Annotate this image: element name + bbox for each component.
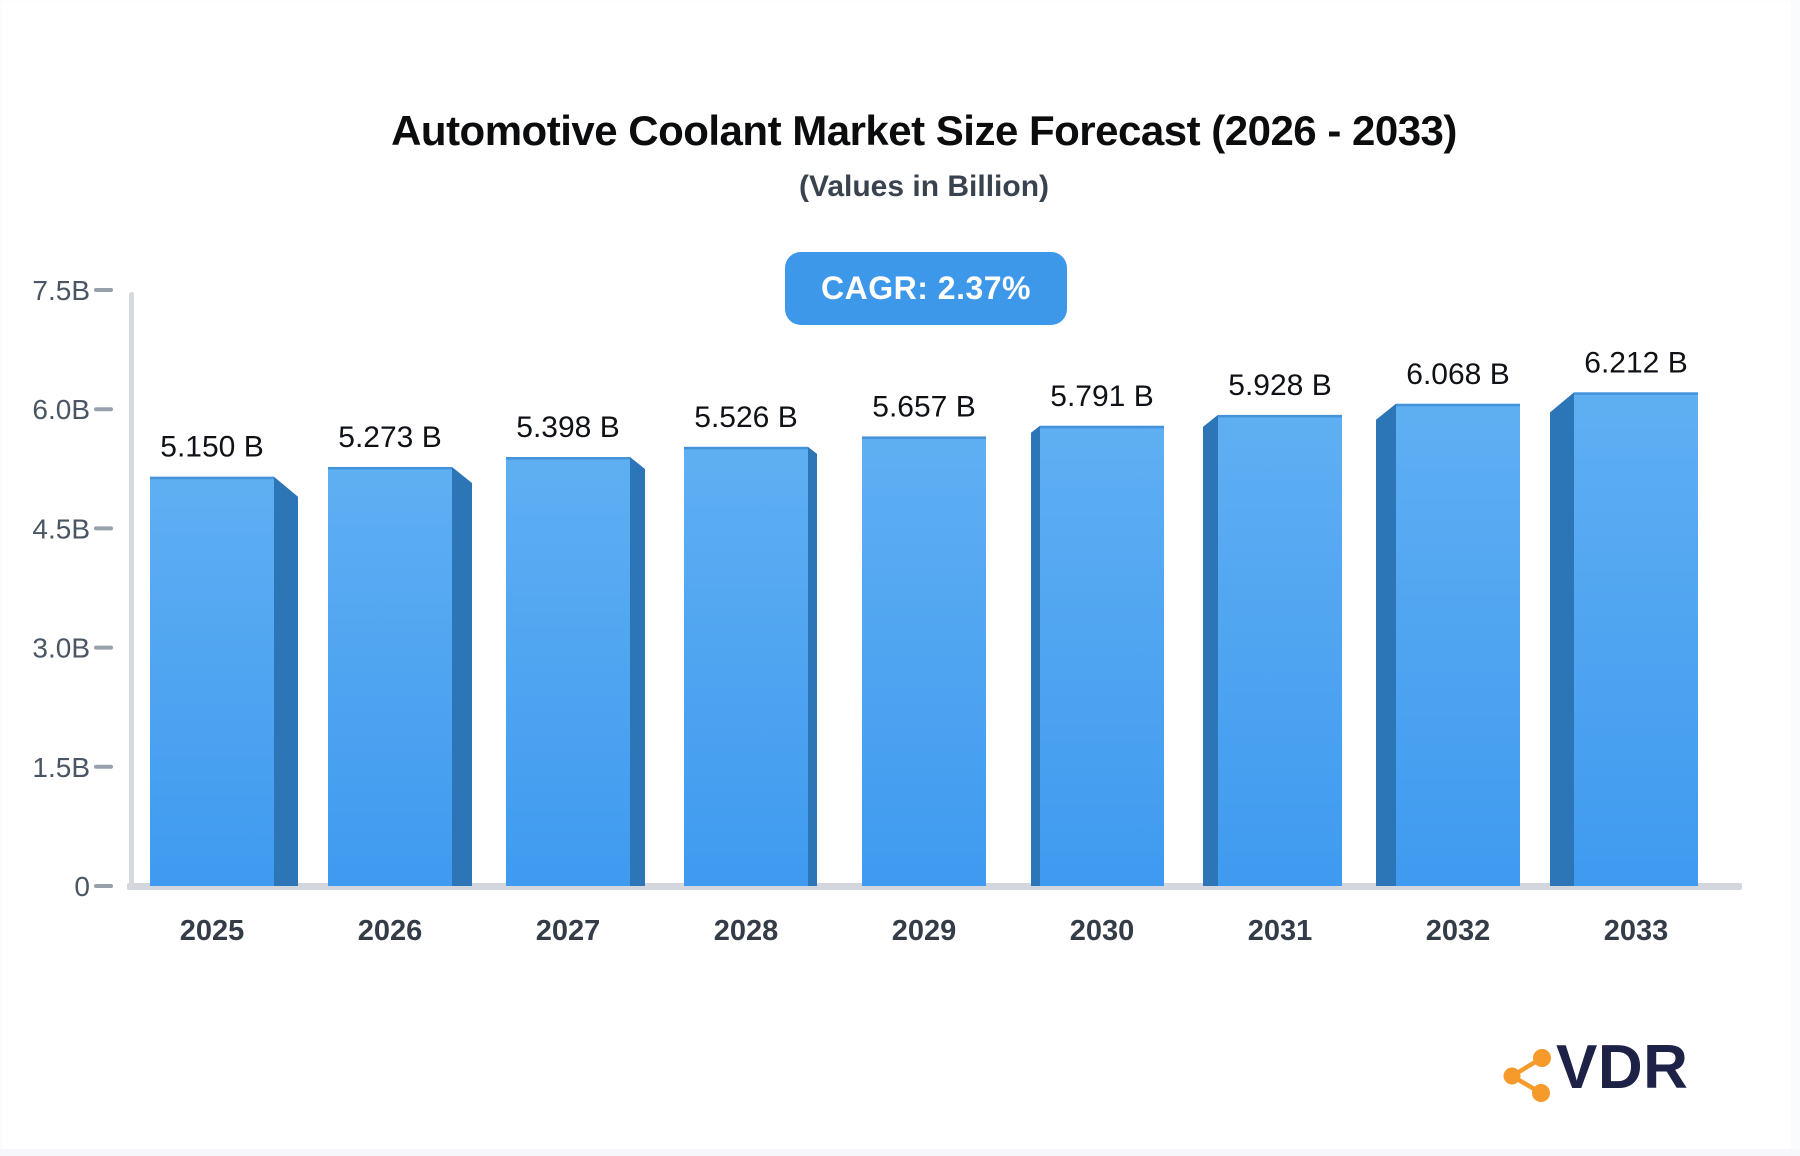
bar-side-face	[1031, 425, 1040, 886]
bar-top-edge	[1040, 425, 1164, 429]
bar-value-label: 5.791 B	[1050, 380, 1153, 413]
bar-top-edge	[328, 466, 452, 470]
bar-front-face	[328, 466, 452, 886]
x-tick-label: 2031	[1248, 915, 1313, 947]
bar: 5.398 B 2027	[506, 411, 645, 947]
y-tick-label: 4.5B	[32, 513, 90, 544]
cagr-badge: CAGR: 2.37%	[785, 252, 1067, 325]
y-tick-dash	[94, 645, 113, 650]
y-tick-label: 7.5B	[32, 275, 90, 306]
y-tick-label: 6.0B	[32, 394, 90, 425]
bar-side-face	[274, 476, 298, 886]
bar: 5.150 B 2025	[150, 431, 298, 947]
bar: 5.657 B 2029	[862, 390, 986, 947]
bar-value-label: 5.398 B	[516, 411, 619, 444]
bar-value-label: 6.068 B	[1406, 358, 1509, 391]
bar-top-edge	[150, 476, 274, 480]
bar-side-face	[1376, 403, 1396, 886]
cagr-badge-label: CAGR: 2.37%	[821, 270, 1031, 306]
y-tick-label: 3.0B	[32, 633, 90, 664]
y-tick-dash	[94, 526, 113, 531]
x-tick-label: 2029	[892, 915, 957, 947]
x-tick-label: 2026	[358, 915, 423, 947]
share-network-icon	[1503, 1049, 1551, 1102]
bar: 6.212 B 2033	[1550, 346, 1698, 947]
x-tick-label: 2027	[536, 915, 601, 947]
bar: 5.928 B 2031	[1203, 369, 1342, 947]
bar-top-edge	[506, 457, 630, 460]
bar-front-face	[1574, 392, 1698, 886]
chart-title: Automotive Coolant Market Size Forecast …	[391, 107, 1457, 154]
bar-value-label: 6.212 B	[1584, 346, 1687, 379]
bar: 5.273 B 2026	[328, 421, 472, 947]
page-edge-right	[1791, 0, 1800, 1156]
bar-side-face	[630, 457, 645, 886]
bar-front-face	[862, 436, 986, 886]
bar-top-edge	[1574, 392, 1698, 395]
bar-front-face	[1396, 403, 1520, 886]
y-tick-dash	[94, 288, 113, 292]
page-edge-bottom	[0, 1149, 1800, 1156]
x-tick-label: 2030	[1070, 915, 1135, 947]
bar-top-edge	[862, 436, 986, 439]
x-tick-label: 2025	[180, 915, 245, 947]
bar-value-label: 5.526 B	[694, 401, 797, 434]
bar-front-face	[684, 446, 808, 886]
bar-front-face	[150, 476, 274, 886]
x-tick-label: 2028	[714, 915, 779, 947]
y-tick-label: 0	[74, 871, 90, 902]
bar-side-face	[452, 466, 472, 886]
chart-subtitle: (Values in Billion)	[798, 170, 1050, 203]
bar-front-face	[506, 457, 630, 886]
y-tick-label: 1.5B	[32, 752, 90, 783]
bar-value-label: 5.150 B	[160, 431, 263, 464]
bar-top-edge	[1396, 403, 1520, 407]
y-tick-dash	[94, 764, 113, 769]
x-tick-label: 2032	[1426, 915, 1491, 947]
bar-value-label: 5.928 B	[1228, 369, 1331, 402]
x-tick-label: 2033	[1604, 915, 1669, 947]
brand-logo: VDR	[1500, 1037, 1760, 1117]
bar-side-face	[1203, 414, 1218, 886]
y-tick-dash	[94, 407, 113, 412]
y-tick-dash	[94, 884, 113, 888]
bar: 6.068 B 2032	[1376, 358, 1520, 947]
bar-front-face	[1218, 414, 1342, 886]
bar: 5.791 B 2030	[1031, 380, 1164, 947]
page-edge-left	[0, 0, 2, 1156]
bar-front-face	[1040, 425, 1164, 886]
bar-top-edge	[1218, 414, 1342, 418]
page-edge-top	[0, 0, 1800, 2]
bar-side-face	[808, 446, 817, 886]
bar-side-face	[1550, 392, 1574, 886]
brand-logo-text: VDR	[1556, 1033, 1689, 1102]
bar-value-label: 5.657 B	[872, 390, 975, 423]
bar: 5.526 B 2028	[684, 401, 817, 947]
bar-top-edge	[684, 446, 808, 450]
y-axis-line	[129, 292, 134, 888]
bar-value-label: 5.273 B	[338, 421, 441, 454]
